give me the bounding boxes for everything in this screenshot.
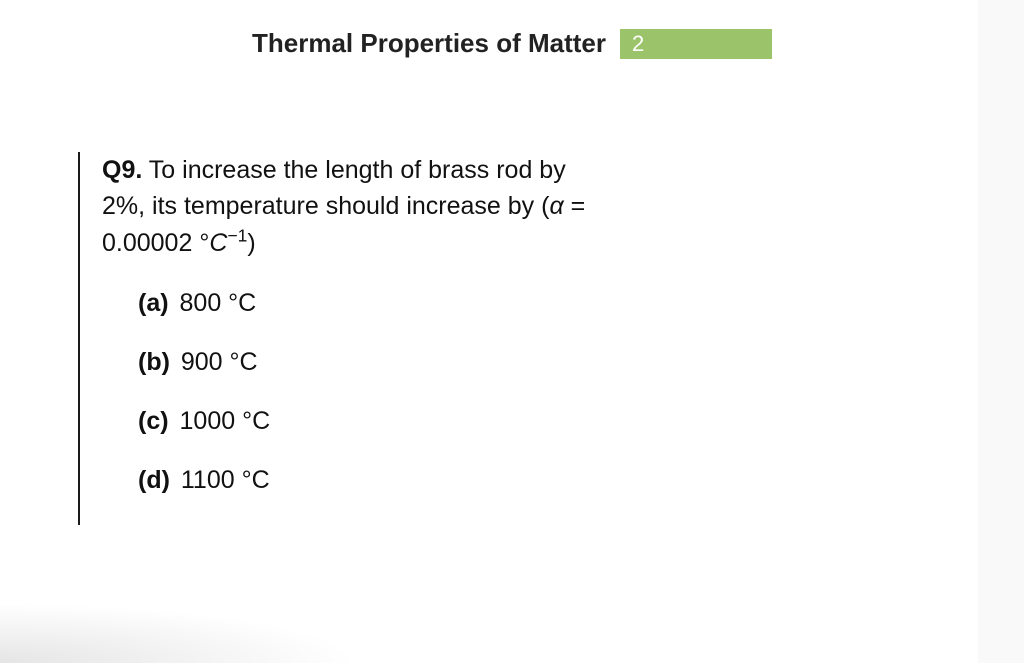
option-b[interactable]: (b) 900 °C — [138, 348, 822, 377]
question-number: Q9. — [102, 156, 142, 184]
option-c-label: (c) — [138, 407, 169, 435]
stem-line-3-exponent: −1 — [227, 225, 247, 245]
option-a[interactable]: (a) 800 °C — [138, 289, 822, 318]
right-edge-shade — [978, 0, 1024, 663]
option-b-text: 900 °C — [181, 348, 258, 376]
options-list: (a) 800 °C (b) 900 °C (c) 1000 °C (d) 11… — [102, 289, 822, 495]
question-block: Q9. To increase the length of brass rod … — [78, 152, 822, 525]
option-d-text: 1100 °C — [181, 466, 270, 494]
chapter-header: Thermal Properties of Matter 2 — [0, 28, 1024, 59]
chapter-number-badge: 2 — [620, 29, 772, 59]
stem-line-3-value: 0.00002 ° — [102, 229, 209, 257]
stem-line-2-prefix: 2%, its temperature should increase by ( — [102, 192, 549, 220]
page: Thermal Properties of Matter 2 Q9. To in… — [0, 0, 1024, 663]
option-a-label: (a) — [138, 289, 169, 317]
option-d-label: (d) — [138, 466, 170, 494]
chapter-title: Thermal Properties of Matter — [252, 28, 606, 59]
option-b-label: (b) — [138, 348, 170, 376]
stem-line-3-close: ) — [247, 229, 255, 257]
alpha-symbol: α — [549, 192, 563, 220]
question-stem: Q9. To increase the length of brass rod … — [102, 152, 822, 261]
stem-line-3-unit: C — [209, 229, 227, 257]
option-d[interactable]: (d) 1100 °C — [138, 466, 822, 495]
stem-line-1: To increase the length of brass rod by — [149, 156, 566, 184]
page-curl-shadow — [0, 593, 420, 663]
option-a-text: 800 °C — [180, 289, 257, 317]
option-c[interactable]: (c) 1000 °C — [138, 407, 822, 436]
option-c-text: 1000 °C — [180, 407, 271, 435]
equals-sign: = — [564, 192, 586, 220]
